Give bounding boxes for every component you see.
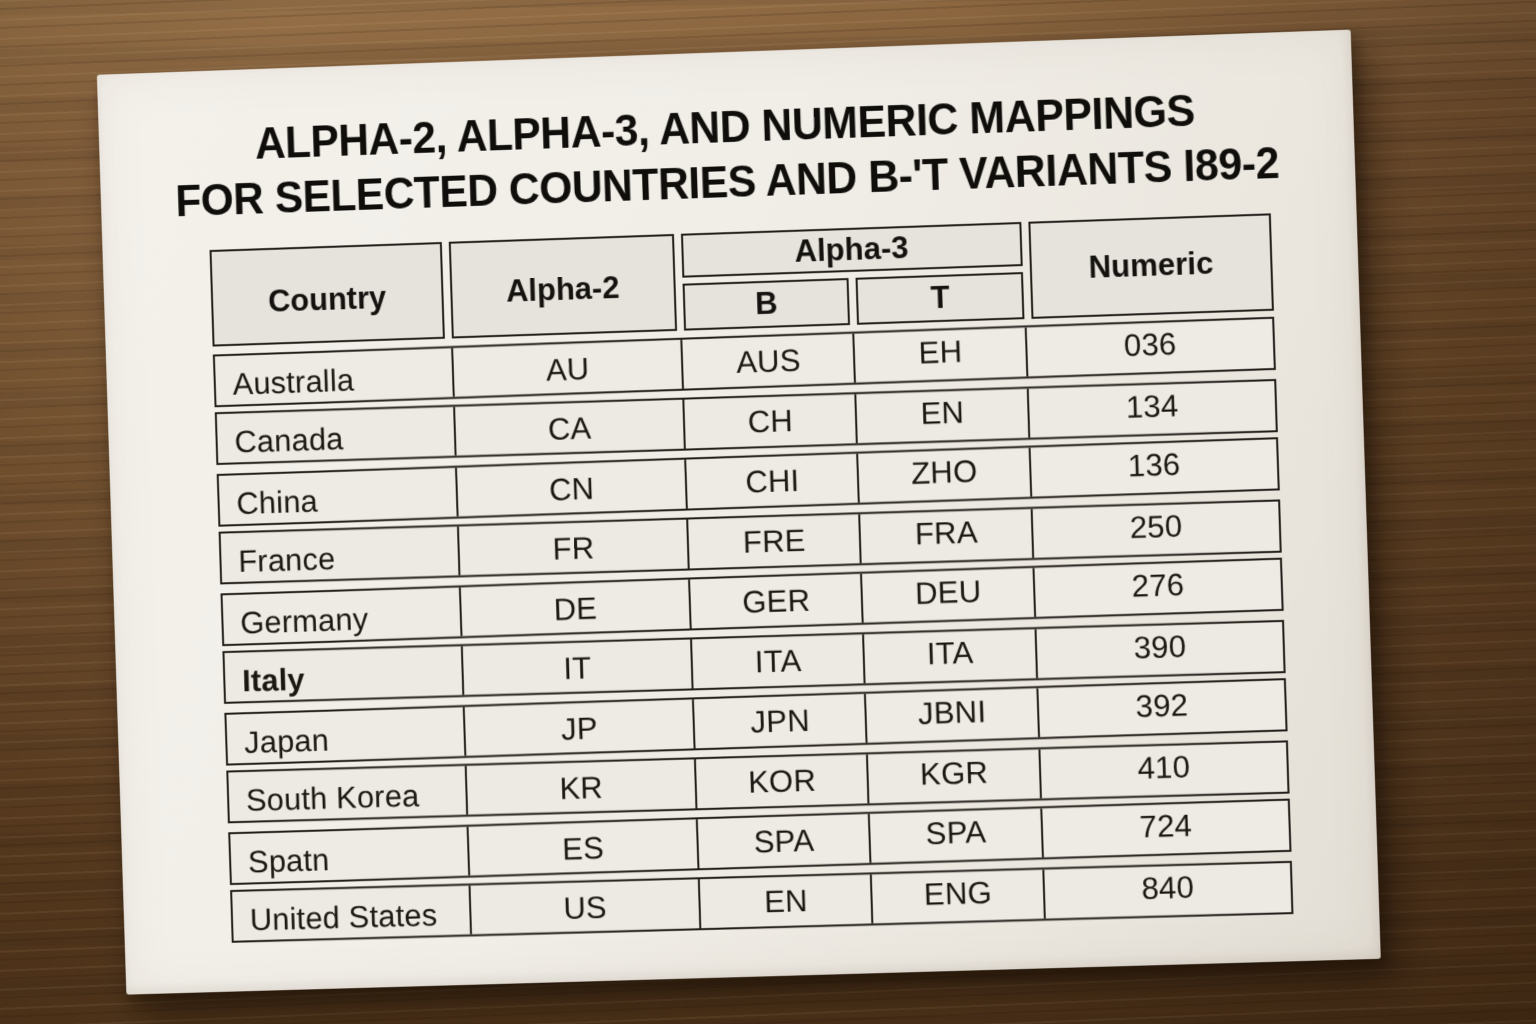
- cell-alpha3-t: FRA: [858, 508, 1033, 564]
- cell-alpha3-b: EN: [698, 874, 872, 928]
- cell-alpha3-b: SPA: [696, 813, 870, 869]
- cell-country: Germany: [239, 601, 369, 641]
- cell-alpha2: CA: [453, 399, 685, 456]
- cell-numeric: 250: [1030, 501, 1280, 558]
- cell-alpha3-b: GER: [688, 573, 863, 629]
- cell-numeric: 724: [1040, 800, 1290, 858]
- cell-alpha3-t: SPA: [868, 808, 1043, 863]
- cell-country: France: [237, 540, 336, 579]
- cell-alpha2: JP: [462, 699, 695, 756]
- cell-numeric: 392: [1036, 679, 1286, 738]
- cell-alpha2: US: [468, 878, 700, 935]
- cell-numeric: 840: [1042, 862, 1292, 919]
- cell-country: Spatn: [247, 841, 331, 880]
- header-bt-row: B T: [682, 271, 1025, 331]
- cell-alpha3-t: EN: [854, 388, 1029, 443]
- document-title: ALPHA-2, ALPHA-3, AND NUMERIC MAPPINGS F…: [129, 79, 1324, 231]
- header-alpha3-cell: Alpha-3: [680, 221, 1023, 278]
- cell-alpha2: KR: [464, 759, 696, 815]
- cell-alpha2: FR: [456, 519, 689, 576]
- cell-country: United States: [249, 897, 438, 938]
- header-alpha3-group: Alpha-3 B T: [680, 221, 1025, 331]
- cell-alpha3-t: EH: [852, 327, 1027, 383]
- cell-alpha2: CN: [454, 459, 687, 517]
- cell-alpha3-t: ZHO: [856, 447, 1031, 503]
- cell-numeric: 134: [1026, 380, 1276, 438]
- cell-numeric: 390: [1034, 621, 1284, 679]
- header-b-cell: B: [682, 277, 851, 331]
- cell-alpha3-b: JPN: [692, 693, 866, 749]
- cell-numeric: 036: [1024, 318, 1274, 377]
- cell-numeric: 410: [1038, 742, 1288, 799]
- cell-alpha3-b: CHI: [684, 453, 859, 509]
- header-country-cell: Country: [209, 241, 445, 347]
- cell-numeric: 136: [1028, 438, 1278, 497]
- paper-sheet: ALPHA-2, ALPHA-3, AND NUMERIC MAPPINGS F…: [96, 29, 1381, 995]
- cell-numeric: 276: [1032, 559, 1282, 617]
- cell-country: Italy: [241, 661, 306, 699]
- cell-alpha3-t: ITA: [862, 628, 1037, 684]
- header-numeric-cell: Numeric: [1028, 213, 1274, 319]
- cell-country: Australla: [232, 362, 355, 402]
- cell-alpha3-t: ENG: [870, 869, 1044, 924]
- cell-alpha2: ES: [466, 819, 698, 876]
- cell-country: Japan: [243, 722, 330, 760]
- cell-alpha2: DE: [458, 579, 691, 637]
- country-codes-table: Country Alpha-2 Alpha-3 B T Numeric Aust…: [209, 213, 1294, 943]
- cell-alpha3-t: KGR: [866, 749, 1041, 804]
- cell-alpha3-b: KOR: [694, 754, 868, 809]
- cell-alpha2: IT: [460, 639, 693, 695]
- cell-alpha3-t: DEU: [860, 567, 1035, 623]
- cell-country: South Korea: [245, 777, 420, 818]
- cell-alpha3-b: ITA: [690, 634, 864, 689]
- header-t-cell: T: [855, 271, 1025, 325]
- cell-alpha3-b: FRE: [686, 514, 860, 569]
- cell-alpha3-t: JBNI: [864, 688, 1039, 743]
- cell-country: Canada: [233, 421, 344, 460]
- cell-alpha2: AU: [451, 339, 683, 397]
- cell-country: China: [235, 483, 319, 521]
- header-alpha2-cell: Alpha-2: [448, 233, 678, 339]
- cell-alpha3-b: CH: [682, 393, 857, 449]
- cell-alpha3-b: AUS: [680, 333, 855, 389]
